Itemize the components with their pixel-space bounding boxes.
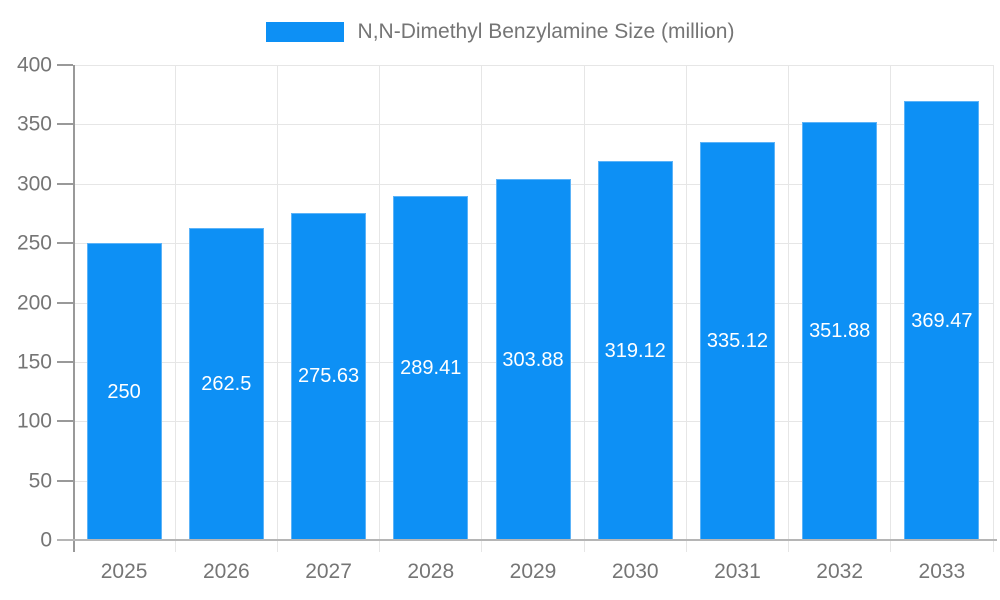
y-axis-tick xyxy=(57,242,73,245)
y-axis-tick xyxy=(57,301,73,304)
bar[interactable]: 351.88 xyxy=(802,122,878,540)
x-axis-tick-label: 2028 xyxy=(407,560,455,583)
gridline-horizontal xyxy=(73,124,993,126)
bar-value-label: 275.63 xyxy=(297,365,360,388)
gridline-horizontal xyxy=(73,65,993,66)
x-axis-tick-label: 2026 xyxy=(202,560,250,583)
x-axis-tick-label: 2025 xyxy=(100,560,148,583)
y-axis-tick-label: 0 xyxy=(40,528,52,552)
gridline-vertical xyxy=(174,65,176,552)
gridline-vertical xyxy=(276,65,278,552)
y-axis-tick-label: 200 xyxy=(16,291,52,314)
gridline-vertical xyxy=(481,65,483,552)
legend-color-swatch xyxy=(265,22,344,42)
y-axis-tick xyxy=(57,123,73,126)
y-axis-tick xyxy=(57,360,73,363)
y-axis-tick xyxy=(57,64,73,66)
x-axis-tick-label: 2033 xyxy=(918,560,966,583)
bar-value-label: 335.12 xyxy=(706,330,769,353)
bar[interactable]: 319.12 xyxy=(597,161,673,540)
plot-area: 0 50 100 150 200 250 300 350 400 250 2025 262.5 2026… xyxy=(17,55,997,583)
bar[interactable]: 335.12 xyxy=(699,142,775,540)
legend-label: N,N-Dimethyl Benzylamine Size (million) xyxy=(357,20,735,43)
y-axis-tick xyxy=(57,182,73,185)
bar-value-label: 250 xyxy=(107,380,141,403)
x-axis xyxy=(57,539,997,541)
bar[interactable]: 289.41 xyxy=(393,196,469,540)
y-axis-tick-label: 250 xyxy=(16,231,52,255)
x-axis-tick-label: 2031 xyxy=(714,560,761,583)
bar-value-label: 262.5 xyxy=(201,373,252,396)
gridline-vertical xyxy=(583,65,585,552)
bar[interactable]: 262.5 xyxy=(188,228,264,540)
x-axis-tick-label: 2029 xyxy=(509,560,557,583)
x-axis-tick-label: 2027 xyxy=(305,560,352,583)
bar[interactable]: 250 xyxy=(86,243,162,540)
bar-value-label: 303.88 xyxy=(502,348,564,371)
x-axis-tick-label: 2030 xyxy=(611,560,659,583)
bar[interactable]: 275.63 xyxy=(291,212,367,540)
y-axis xyxy=(73,65,75,552)
y-axis-tick-label: 400 xyxy=(16,53,52,77)
legend[interactable]: N,N-Dimethyl Benzylamine Size (million) xyxy=(0,20,1000,44)
gridline-vertical xyxy=(992,65,994,552)
y-axis-tick xyxy=(57,420,73,423)
y-axis-tick-label: 100 xyxy=(16,409,52,433)
bar-value-label: 369.47 xyxy=(911,309,973,332)
bar-value-label: 289.41 xyxy=(400,357,462,380)
x-axis-tick-label: 2032 xyxy=(816,560,864,583)
gridline-vertical xyxy=(890,65,892,552)
bar-value-label: 351.88 xyxy=(809,320,871,343)
y-axis-tick-label: 350 xyxy=(16,112,52,136)
y-axis-tick-label: 300 xyxy=(16,172,52,196)
gridline-vertical xyxy=(379,65,381,552)
y-axis-tick-label: 50 xyxy=(28,469,52,493)
bar[interactable]: 303.88 xyxy=(495,179,571,540)
gridline-vertical xyxy=(788,65,790,552)
gridline-vertical xyxy=(685,65,687,552)
y-axis-tick-label: 150 xyxy=(16,350,52,374)
y-axis-tick xyxy=(57,479,73,482)
bar-value-label: 319.12 xyxy=(604,339,666,362)
bar[interactable]: 369.47 xyxy=(904,101,980,540)
